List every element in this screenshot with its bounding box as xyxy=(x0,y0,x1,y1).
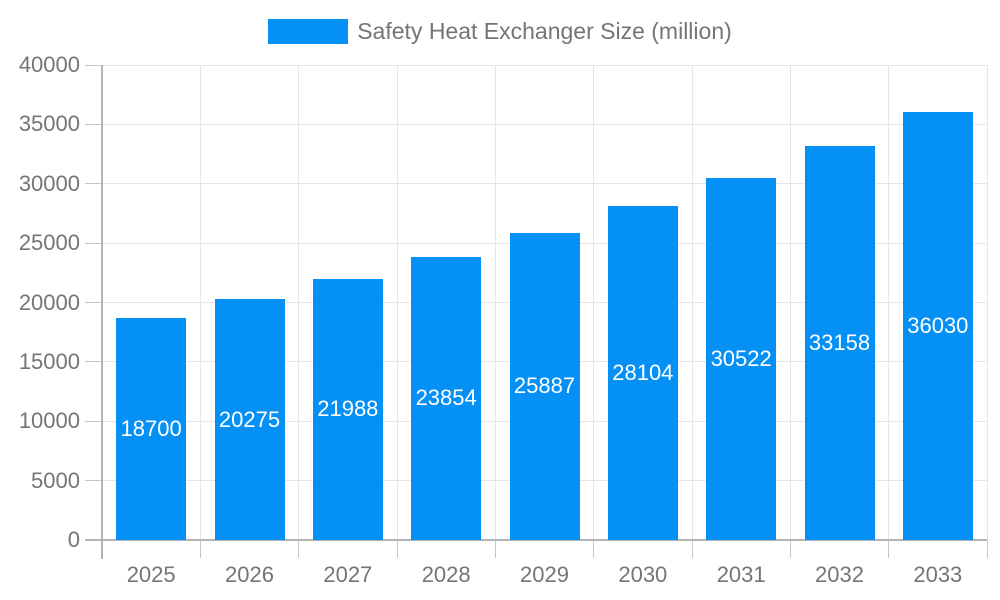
bar[interactable]: 36030 xyxy=(902,112,973,540)
x-axis-label: 2027 xyxy=(323,562,373,587)
bar-value-label: 21988 xyxy=(317,396,379,422)
x-gridline xyxy=(986,65,988,540)
y-axis-label: 40000 xyxy=(18,52,80,77)
y-axis-tick xyxy=(85,361,102,363)
x-axis-label: 2030 xyxy=(618,562,668,587)
bar-value-label: 36030 xyxy=(907,313,969,339)
x-axis-label: 2029 xyxy=(520,562,569,587)
x-gridline xyxy=(494,65,496,540)
bar[interactable]: 20275 xyxy=(214,299,285,540)
x-axis-label: 2033 xyxy=(913,562,963,587)
y-axis-tick xyxy=(85,183,102,185)
x-axis-tick xyxy=(199,540,201,558)
y-axis-label: 35000 xyxy=(18,111,80,137)
y-axis-label: 0 xyxy=(67,527,80,552)
x-axis-label: 2026 xyxy=(225,562,274,587)
x-axis-tick xyxy=(298,540,300,558)
bar-value-label: 25887 xyxy=(513,373,576,399)
x-gridline xyxy=(396,65,398,540)
legend-label: Safety Heat Exchanger Size (million) xyxy=(357,18,732,44)
y-axis-tick xyxy=(85,123,102,125)
bar-value-label: 33158 xyxy=(808,330,871,356)
x-axis-label: 2025 xyxy=(126,562,176,587)
bar[interactable]: 30522 xyxy=(706,177,777,540)
bar[interactable]: 25887 xyxy=(509,232,580,540)
x-axis-line xyxy=(85,539,987,541)
bar-value-label: 20275 xyxy=(218,406,281,432)
x-axis-tick xyxy=(789,540,791,558)
y-gridline xyxy=(102,183,987,185)
x-axis-label: 2031 xyxy=(716,562,766,587)
y-axis-tick xyxy=(85,242,102,244)
bar[interactable]: 18700 xyxy=(116,317,187,540)
x-gridline xyxy=(691,65,693,540)
x-axis-tick xyxy=(888,540,890,558)
bar-value-label: 30522 xyxy=(710,345,772,371)
y-axis-label: 20000 xyxy=(18,289,80,315)
bar[interactable]: 23854 xyxy=(411,256,482,540)
x-gridline xyxy=(298,65,300,540)
legend-swatch xyxy=(268,19,349,44)
y-gridline xyxy=(102,123,987,125)
y-axis-label: 10000 xyxy=(18,408,80,434)
y-axis-label: 25000 xyxy=(18,230,80,256)
bar[interactable]: 28104 xyxy=(607,206,678,540)
y-axis-tick xyxy=(85,480,102,482)
y-gridline xyxy=(102,64,987,66)
legend: Safety Heat Exchanger Size (million) xyxy=(0,18,1000,45)
bar[interactable]: 33158 xyxy=(804,146,875,540)
y-axis-tick xyxy=(85,64,102,66)
x-axis-label: 2032 xyxy=(815,562,864,587)
y-axis-label: 30000 xyxy=(18,170,80,196)
bar-value-label: 23854 xyxy=(415,385,477,411)
x-gridline xyxy=(593,65,595,540)
bar-value-label: 18700 xyxy=(120,415,182,441)
x-gridline xyxy=(888,65,890,540)
bar[interactable]: 21988 xyxy=(312,278,383,540)
x-gridline xyxy=(789,65,791,540)
x-axis-tick xyxy=(494,540,496,558)
x-axis-tick xyxy=(691,540,693,558)
y-axis-label: 5000 xyxy=(31,467,80,493)
x-axis-tick xyxy=(986,540,988,558)
x-axis-tick xyxy=(396,540,398,558)
x-axis-label: 2028 xyxy=(421,562,471,587)
x-gridline xyxy=(199,65,201,540)
y-axis-tick xyxy=(85,302,102,303)
y-axis-line xyxy=(101,65,103,559)
y-axis-label: 15000 xyxy=(18,348,80,374)
y-axis-tick xyxy=(85,420,102,422)
x-axis-tick xyxy=(593,540,595,558)
bar-value-label: 28104 xyxy=(612,360,674,386)
